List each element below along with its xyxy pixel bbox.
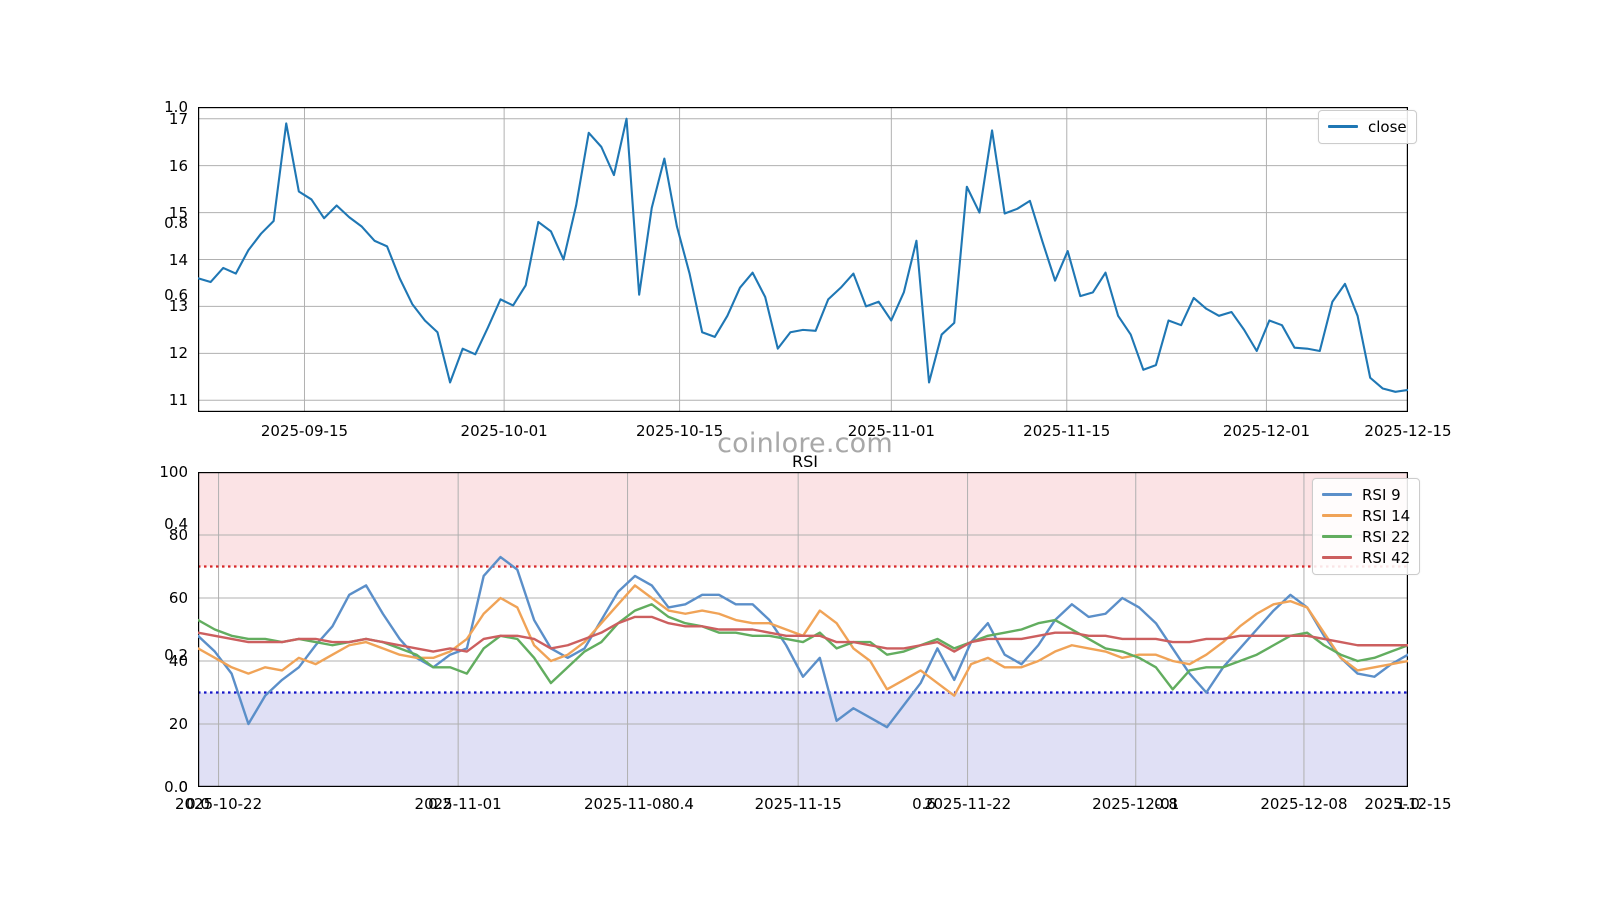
price-ytick-16: 16 [168, 156, 188, 175]
price-ytick-17: 17 [168, 109, 188, 128]
rsi-plot-area [198, 472, 1408, 787]
price-xtick-3: 2025-11-01 [847, 422, 935, 440]
price-plot-area [198, 107, 1408, 412]
legend-swatch-rsi-22 [1322, 535, 1352, 538]
price-phantom-ytick-2: 1.0 [164, 98, 188, 116]
legend-swatch-close [1328, 125, 1358, 128]
price-ytick-11: 11 [168, 391, 188, 410]
rsi-ytick-100: 100 [159, 463, 188, 481]
rsi-phantom-xtick-2: 0.4 [670, 795, 694, 813]
price-ytick-14: 14 [168, 250, 188, 269]
legend-swatch-rsi-14 [1322, 514, 1352, 517]
price-chart-panel [198, 107, 1408, 412]
rsi-line-rsi-22 [198, 603, 1408, 691]
rsi-phantom-xtick-1: 0.2 [428, 795, 452, 813]
rsi-xtick-0: 2025-10-22 [174, 795, 263, 813]
rsi-ytick-60: 60 [168, 589, 188, 607]
rsi-phantom-xtick-5: 1.0 [1396, 795, 1420, 813]
rsi-legend-item[interactable]: RSI 42 [1322, 547, 1410, 568]
legend-label: RSI 14 [1362, 506, 1411, 525]
rsi-line-rsi-42 [198, 615, 1408, 653]
rsi-phantom-xtick-0: 0.0 [186, 795, 210, 813]
legend-label: RSI 9 [1362, 485, 1401, 504]
rsi-xtick-5: 2025-12-01 [1092, 795, 1180, 813]
legend-swatch-rsi-9 [1322, 493, 1352, 496]
rsi-ytick-0: 0 [178, 778, 188, 796]
rsi-legend-item[interactable]: RSI 9 [1322, 484, 1410, 505]
price-xtick-6: 2025-12-15 [1364, 422, 1452, 440]
price-xtick-4: 2025-11-15 [1023, 422, 1111, 440]
price-xtick-2: 2025-10-15 [635, 422, 724, 440]
price-legend[interactable]: close [1318, 110, 1417, 144]
price-phantom-ytick-1: 0.8 [164, 213, 188, 232]
rsi-phantom-xtick-3: 0.6 [912, 795, 936, 813]
rsi-title: RSI [792, 452, 818, 471]
rsi-phantom-ytick-1: 0.2 [164, 646, 188, 665]
rsi-phantom-xtick-4: 0.8 [1154, 795, 1178, 813]
price-ytick-15: 15 [168, 203, 188, 222]
rsi-phantom-ytick-2: 0.4 [164, 514, 188, 533]
rsi-xtick-6: 2025-12-08 [1260, 795, 1348, 813]
rsi-ytick-20: 20 [168, 715, 188, 733]
rsi-legend-item[interactable]: RSI 14 [1322, 505, 1410, 526]
price-xtick-5: 2025-12-01 [1222, 422, 1311, 440]
price-xtick-1: 2025-10-01 [460, 422, 548, 440]
price-xtick-0: 2025-09-15 [260, 422, 349, 440]
price-legend-item[interactable]: close [1328, 116, 1407, 137]
legend-label: close [1368, 117, 1407, 136]
price-line-close [198, 117, 1408, 393]
rsi-legend-item[interactable]: RSI 22 [1322, 526, 1410, 547]
rsi-xtick-7: 2025-12-15 [1364, 795, 1452, 813]
price-ytick-13: 13 [168, 297, 188, 316]
rsi-xtick-4: 2025-11-22 [923, 795, 1012, 813]
rsi-chart-panel [198, 472, 1408, 787]
rsi-phantom-ytick-0: 0.0 [164, 778, 188, 796]
legend-label: RSI 22 [1362, 527, 1411, 546]
rsi-xtick-3: 2025-11-15 [754, 795, 842, 813]
rsi-ytick-80: 80 [168, 526, 188, 544]
rsi-xtick-1: 2025-11-01 [414, 795, 502, 813]
legend-swatch-rsi-42 [1322, 556, 1352, 559]
rsi-xtick-2: 2025-11-08 [583, 795, 672, 813]
rsi-ytick-40: 40 [168, 652, 188, 670]
watermark: coinlore.com [717, 428, 893, 459]
rsi-legend[interactable]: RSI 9 RSI 14 RSI 22 RSI 42 [1312, 478, 1421, 575]
rsi-line-rsi-9 [198, 555, 1408, 729]
price-ytick-12: 12 [168, 344, 188, 363]
price-phantom-ytick-0: 0.6 [164, 285, 188, 304]
legend-label: RSI 42 [1362, 548, 1411, 567]
